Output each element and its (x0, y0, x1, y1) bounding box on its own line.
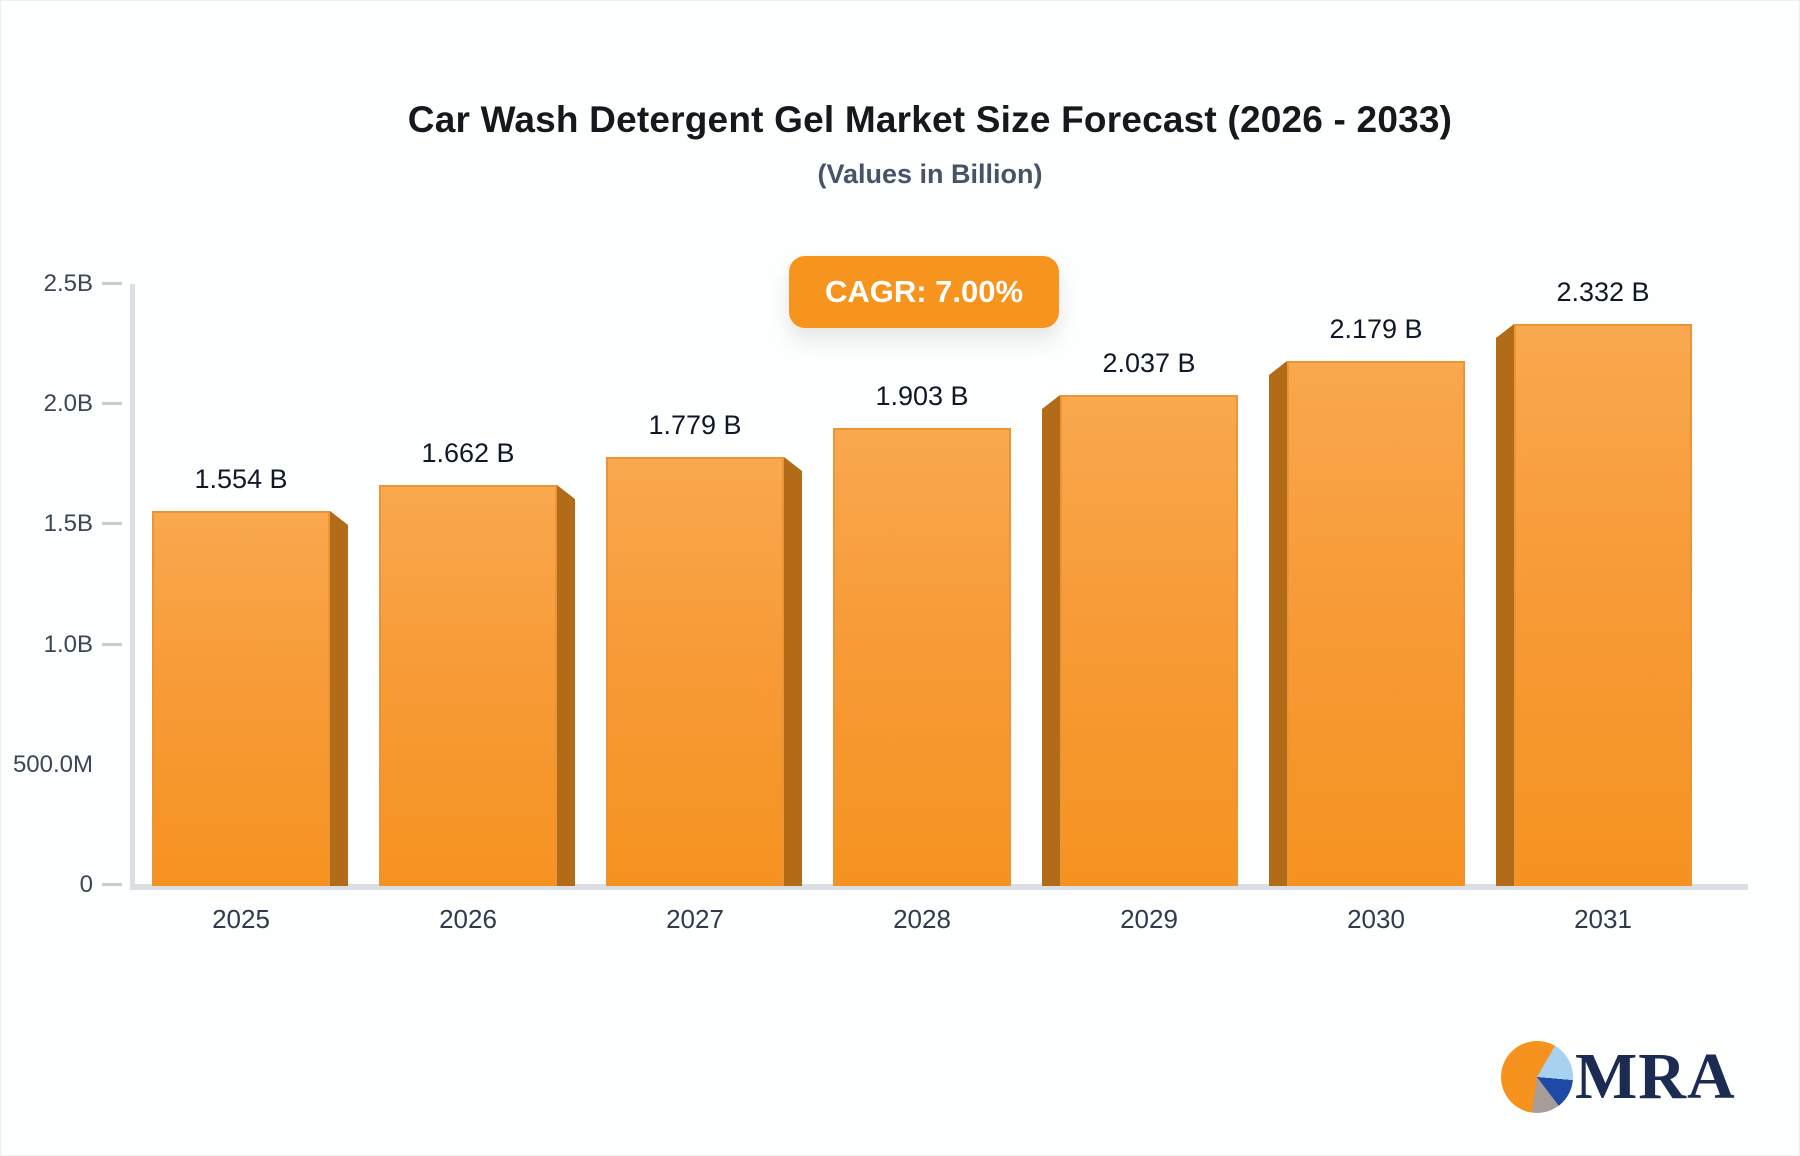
bar-side-shadow (1269, 361, 1287, 886)
bar (1514, 324, 1692, 886)
x-axis-label: 2028 (893, 904, 951, 934)
bar-side-shadow (330, 511, 348, 886)
bar-side-shadow (1496, 324, 1514, 886)
y-axis-tick (102, 883, 122, 886)
y-axis-label: 2.5B (43, 270, 93, 297)
chart-title: Car Wash Detergent Gel Market Size Forec… (407, 99, 1453, 140)
x-axis-line (130, 884, 1748, 890)
bar (379, 485, 557, 886)
pie-chart-icon (1501, 1041, 1573, 1113)
bar-value-label: 1.554 B (194, 464, 288, 494)
brand-text: MRA (1575, 1040, 1736, 1113)
bar-value-label: 1.779 B (648, 410, 742, 440)
bar-value-label: 2.179 B (1329, 314, 1423, 344)
y-axis-label: 1.5B (43, 510, 93, 538)
cagr-badge: CAGR: 7.00% (789, 256, 1059, 328)
bar-side-shadow (784, 457, 802, 886)
y-axis-line (130, 284, 135, 890)
x-axis-label: 2029 (1120, 904, 1178, 934)
y-axis-label: 0 (79, 871, 93, 898)
x-axis-label: 2030 (1347, 904, 1405, 934)
bar (833, 428, 1011, 886)
bar-value-label: 1.662 B (421, 438, 515, 468)
x-axis-label: 2031 (1574, 904, 1632, 934)
y-axis-tick (102, 402, 122, 406)
bar (1287, 361, 1465, 886)
x-axis-label: 2025 (212, 904, 270, 934)
y-axis-label: 1.0B (43, 630, 93, 658)
bar-value-label: 1.903 B (875, 381, 969, 411)
y-axis-label: 2.0B (43, 390, 93, 418)
bar-side-shadow (557, 485, 575, 886)
bar (606, 457, 784, 886)
brand-logo: MRA (1501, 1039, 1736, 1115)
bar-value-label: 2.037 B (1102, 348, 1196, 378)
y-axis-tick (102, 642, 122, 646)
bar (152, 511, 330, 886)
bar-side-shadow (1042, 395, 1060, 886)
x-axis-label: 2026 (439, 904, 497, 934)
y-axis-tick (102, 282, 122, 285)
bar-value-label: 2.332 B (1556, 277, 1650, 307)
chart-subtitle: (Values in Billion) (817, 159, 1043, 189)
bar (1060, 395, 1238, 886)
x-axis-label: 2027 (666, 904, 724, 934)
y-axis-label: 500.0M (12, 750, 93, 778)
y-axis-tick (102, 522, 122, 526)
